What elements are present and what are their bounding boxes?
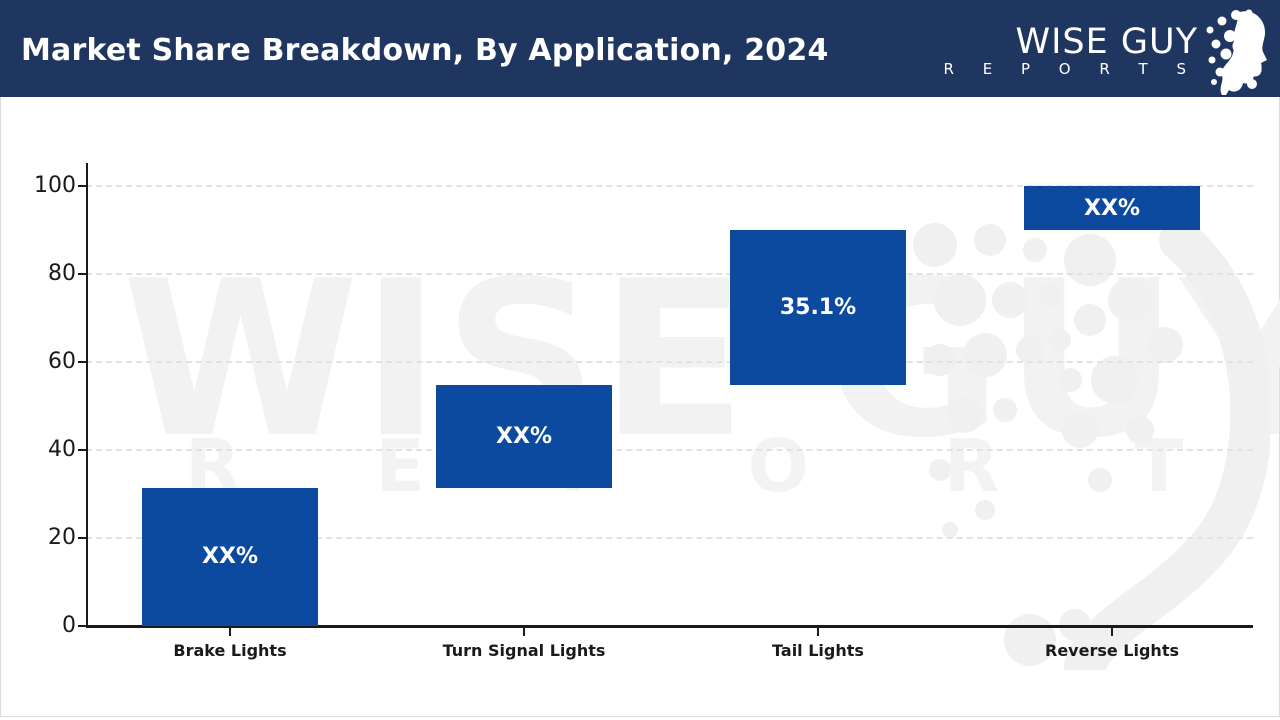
header-bar: Market Share Breakdown, By Application, … — [0, 0, 1280, 97]
bar-reverse-lights: XX% — [1024, 186, 1200, 231]
logo-head-icon — [1206, 9, 1267, 95]
y-tick-label: 40 — [48, 437, 76, 462]
x-category-label: Tail Lights — [772, 641, 864, 660]
x-tick-mark — [817, 628, 819, 636]
gridline-80 — [86, 273, 1253, 275]
y-tick-label: 80 — [48, 261, 76, 286]
watermark-head-dots — [913, 219, 1270, 670]
y-tick-label: 0 — [62, 613, 76, 638]
bar-brake-lights: XX% — [142, 487, 318, 626]
gridline-20 — [86, 537, 1253, 539]
gridline-60 — [86, 361, 1253, 363]
y-axis-line — [86, 163, 88, 628]
y-tick-mark — [78, 537, 86, 539]
bar-turn-signal-lights: XX% — [436, 384, 612, 488]
x-tick-mark — [1111, 628, 1113, 636]
y-tick-mark — [78, 625, 86, 627]
y-tick-mark — [78, 273, 86, 275]
y-tick-label: 100 — [34, 173, 76, 198]
logo-reports-text: R E P O R T S — [943, 60, 1198, 79]
x-axis-line — [86, 625, 1253, 628]
y-tick-label: 20 — [48, 525, 76, 550]
gridline-100 — [86, 185, 1253, 187]
bar-tail-lights: 35.1% — [730, 230, 906, 385]
chart-title: Market Share Breakdown, By Application, … — [21, 33, 829, 68]
y-tick-mark — [78, 185, 86, 187]
y-tick-mark — [78, 361, 86, 363]
y-tick-mark — [78, 449, 86, 451]
x-category-label: Turn Signal Lights — [442, 641, 606, 660]
x-tick-mark — [229, 628, 231, 636]
x-category-label: Brake Lights — [173, 641, 287, 660]
gridline-40 — [86, 449, 1253, 451]
wiseguy-reports-logo: WISE GUY R E P O R T S — [938, 6, 1268, 96]
x-tick-mark — [523, 628, 525, 636]
x-category-label: Reverse Lights — [1045, 641, 1179, 660]
logo-brand-text: WISE GUY — [1015, 22, 1198, 63]
bar-value-label: XX% — [496, 423, 552, 449]
y-tick-label: 60 — [48, 349, 76, 374]
bar-value-label: 35.1% — [779, 295, 857, 321]
bar-value-label: XX% — [1084, 195, 1140, 221]
bar-value-label: XX% — [202, 544, 258, 570]
